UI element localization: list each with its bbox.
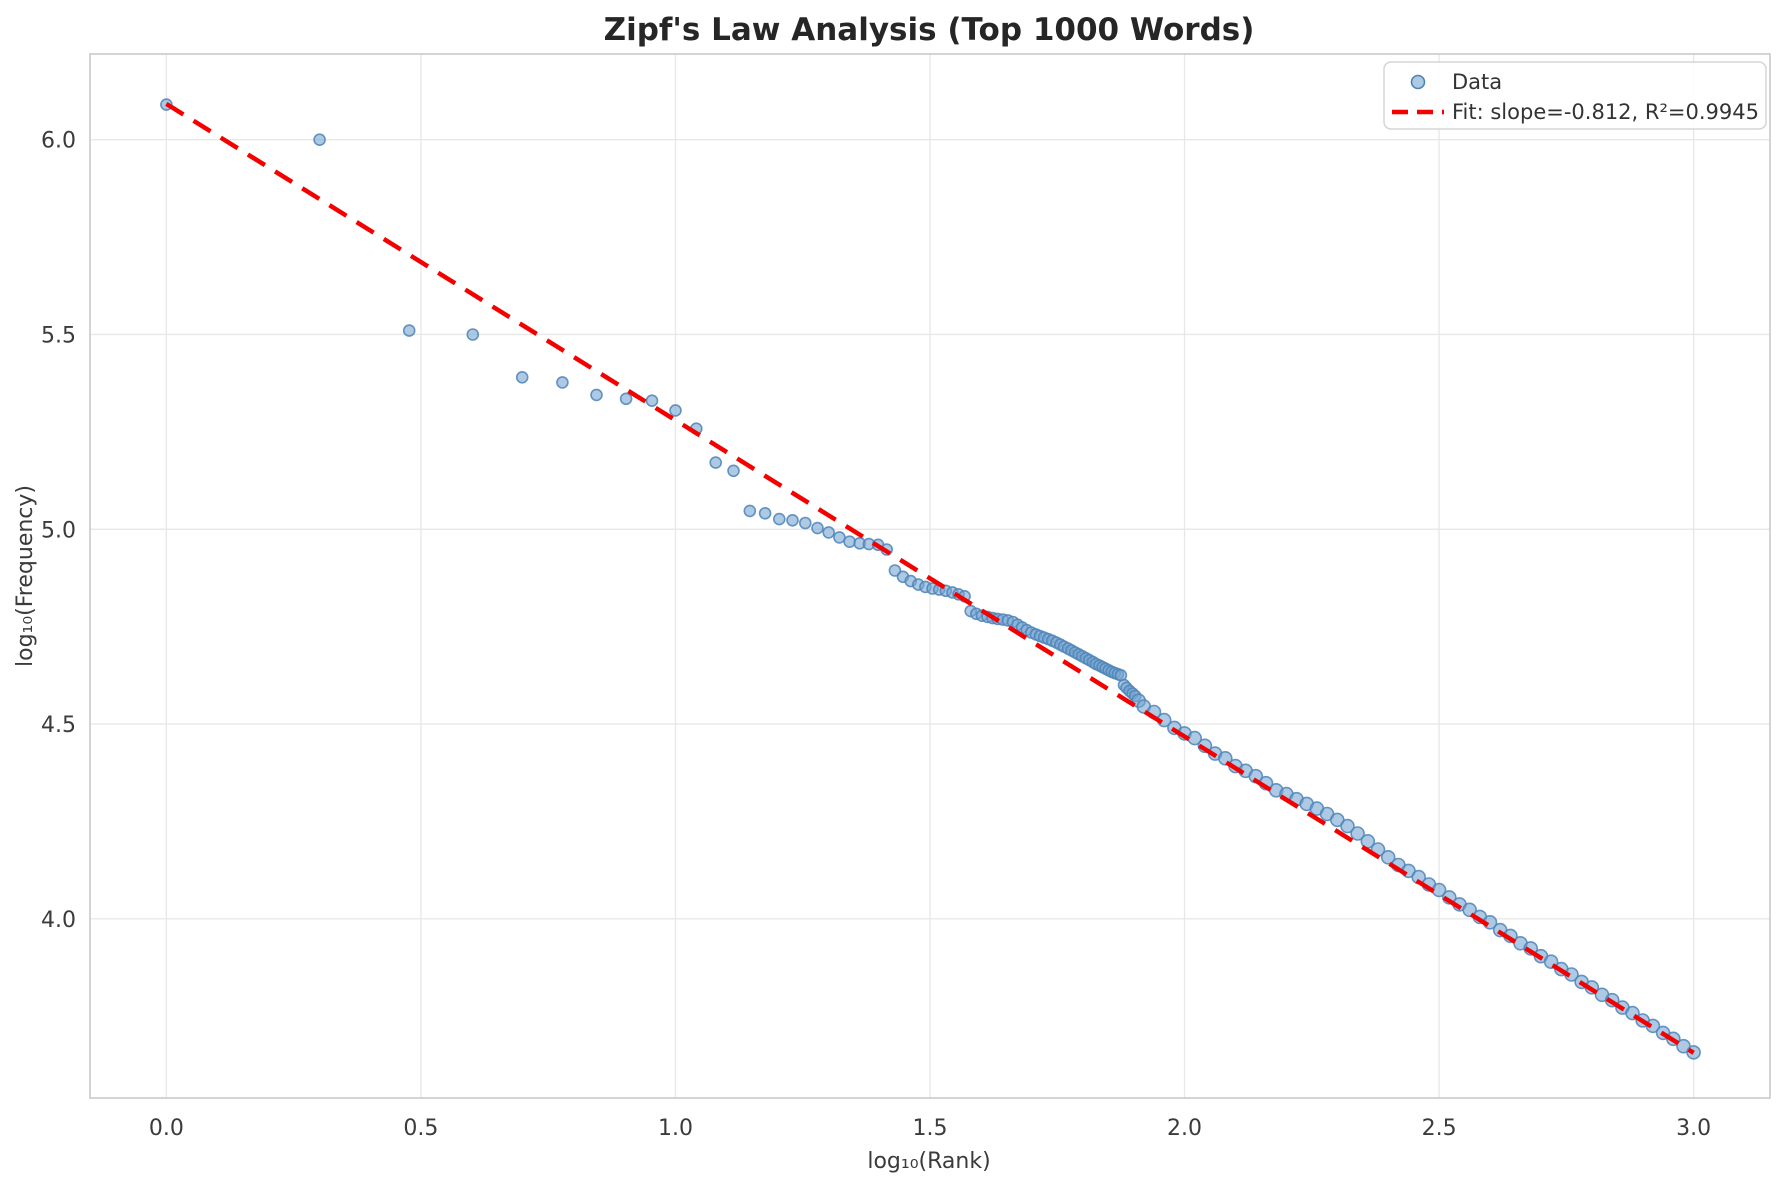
scatter-point (556, 376, 569, 389)
y-tick-label: 4.5 (41, 713, 76, 738)
legend-data-label: Data (1452, 70, 1502, 94)
y-tick-label: 5.5 (41, 323, 76, 348)
scatter-point (743, 504, 757, 518)
y-tick-label: 6.0 (41, 129, 76, 154)
scatter-point (1340, 818, 1355, 834)
x-tick-label: 3.0 (1676, 1116, 1711, 1141)
scatter-point (1350, 826, 1365, 841)
scatter-point (709, 456, 723, 469)
x-tick-label: 2.5 (1422, 1116, 1457, 1141)
scatter-point (798, 516, 812, 530)
scatter-point (727, 464, 740, 478)
scatter-point (843, 535, 856, 549)
scatter-point (833, 531, 846, 544)
scatter-point (888, 564, 902, 577)
scatter-point (515, 370, 529, 384)
legend-fit-label: Fit: slope=-0.812, R²=0.9945 (1452, 100, 1759, 124)
fit-line (165, 101, 1695, 1055)
scatter-point (758, 506, 772, 520)
x-tick-label: 1.5 (913, 1116, 948, 1141)
y-axis-label: log₁₀(Frequency) (13, 485, 38, 667)
scatter-point (822, 526, 836, 539)
scatter-point (772, 512, 786, 526)
x-tick-label: 0.5 (403, 1116, 438, 1141)
x-tick-label: 2.0 (1167, 1116, 1202, 1141)
x-tick-label: 0.0 (149, 1116, 184, 1141)
legend-data-marker-icon (1410, 74, 1426, 90)
scatter-point (1380, 849, 1396, 865)
scatter-point (619, 392, 633, 406)
scatter-point (590, 388, 603, 402)
x-axis-label: log₁₀(Rank) (867, 1149, 990, 1174)
scatter-point (402, 324, 416, 337)
scatter-point (313, 133, 326, 146)
scatter-point (811, 521, 824, 535)
y-tick-label: 4.0 (41, 908, 76, 933)
scatter-point (786, 513, 799, 527)
x-tick-label: 1.0 (658, 1116, 693, 1141)
legend-box (1383, 61, 1767, 130)
scatter-point (466, 328, 480, 341)
scatter-point (669, 404, 682, 417)
y-tick-labels: 4.0 4.5 5.0 5.5 6.0 (41, 129, 76, 933)
legend: Data Fit: slope=-0.812, R²=0.9945 (1383, 61, 1767, 130)
x-tick-labels: 0.0 0.5 1.0 1.5 2.0 2.5 3.0 (149, 1116, 1711, 1141)
plot-border (89, 53, 1771, 1099)
scatter-point (645, 394, 659, 408)
y-tick-label: 5.0 (41, 518, 76, 543)
chart-title: Zipf's Law Analysis (Top 1000 Words) (604, 12, 1255, 48)
gridlines (90, 54, 1770, 1098)
